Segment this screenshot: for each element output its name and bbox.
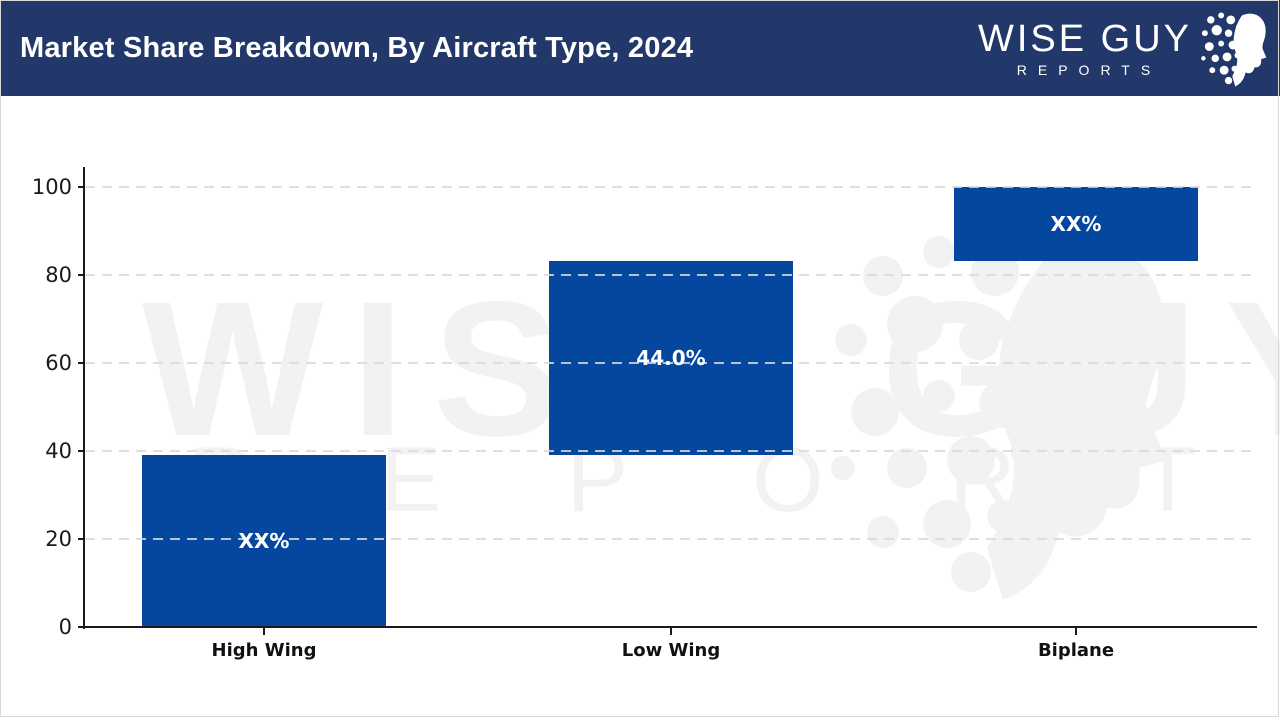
header-bar: Market Share Breakdown, By Aircraft Type… bbox=[0, 0, 1280, 96]
gridline-y80 bbox=[85, 273, 1257, 276]
x-axis-line bbox=[83, 626, 1257, 628]
logo-wiseguy-label: WISE GUY bbox=[977, 17, 1192, 60]
bar-high-wing bbox=[142, 455, 386, 627]
x-tick-mark bbox=[1075, 628, 1077, 635]
y-tick-mark bbox=[78, 185, 85, 188]
page-title: Market Share Breakdown, By Aircraft Type… bbox=[20, 31, 694, 64]
y-tick-mark bbox=[78, 626, 85, 628]
bar-low-wing bbox=[549, 261, 793, 456]
x-tick-mark bbox=[670, 628, 672, 635]
x-tick-mark bbox=[263, 628, 265, 635]
y-tick-mark bbox=[78, 537, 85, 540]
bar-value-label: XX% bbox=[1050, 211, 1102, 236]
logo-head-icon bbox=[1196, 8, 1270, 88]
x-category-label-low-wing: Low Wing bbox=[621, 640, 721, 661]
y-tick-label: 0 bbox=[58, 615, 72, 639]
gridline-y40 bbox=[85, 449, 1257, 452]
y-tick-mark bbox=[78, 449, 85, 452]
y-tick-label: 100 bbox=[31, 174, 72, 199]
logo-reports-label: REPORTS bbox=[1016, 61, 1162, 78]
gridline-y60 bbox=[85, 361, 1257, 364]
y-tick-mark bbox=[78, 273, 85, 276]
x-category-label-biplane: Biplane bbox=[1037, 640, 1115, 661]
y-tick-label: 40 bbox=[45, 438, 72, 463]
wise-guy-reports-logo: WISE GUY REPORTS bbox=[978, 5, 1270, 91]
y-tick-label: 80 bbox=[45, 262, 72, 287]
bar-value-label: 44.0% bbox=[636, 346, 706, 371]
x-category-label-high-wing: High Wing bbox=[211, 640, 317, 661]
y-tick-mark bbox=[78, 361, 85, 364]
gridline-y100 bbox=[85, 185, 1257, 188]
y-axis-line bbox=[83, 167, 85, 629]
y-tick-label: 20 bbox=[45, 526, 72, 551]
gridline-y20 bbox=[85, 537, 1257, 540]
y-tick-label: 60 bbox=[45, 350, 72, 375]
bar-value-label: XX% bbox=[238, 529, 290, 554]
